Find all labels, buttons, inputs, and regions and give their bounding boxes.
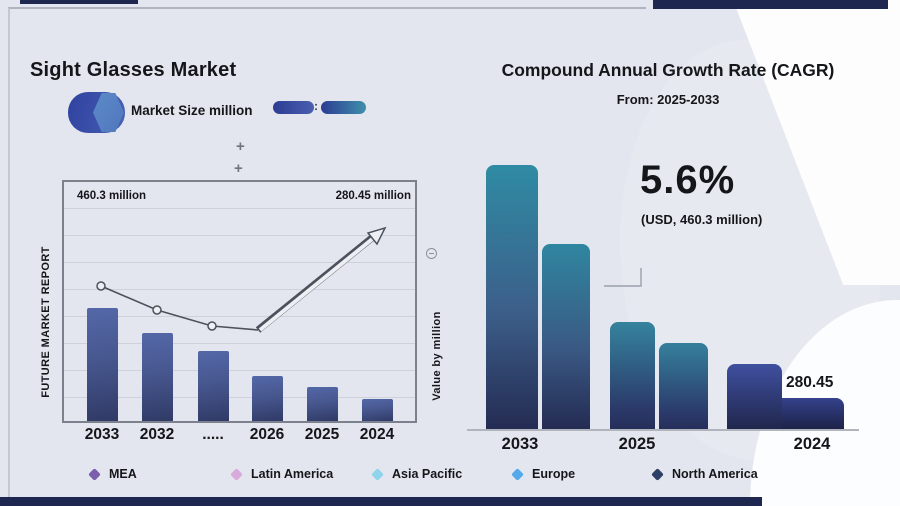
cagr-title-block: Compound Annual Growth Rate (CAGR) From:… [442, 60, 894, 107]
navy-strip-top-left [20, 0, 138, 4]
legend-item-latin-america: Latin America [230, 466, 334, 482]
latin-america-diamond-icon [230, 467, 243, 481]
legend-item-europe: Europe [511, 466, 576, 482]
cylinder-face-icon [93, 93, 124, 132]
y-axis-label-left: FUTURE MARKET REPORT [40, 246, 52, 398]
x-label-2032: 2032 [139, 426, 175, 443]
legend-label-mea: MEA [109, 467, 137, 481]
cagr-x-label-2033: 2033 [501, 435, 539, 453]
y-axis-label-right: Value by million [431, 311, 443, 401]
navy-strip-bottom [0, 497, 762, 506]
cagr-bar-value-label: 280.45 [786, 374, 834, 391]
legend-item-asia-pacific: Asia Pacific [371, 466, 463, 482]
legend-item-north-america: North America [651, 466, 758, 482]
navy-strip-top-right [653, 0, 888, 9]
cagr-value: 5.6% [640, 158, 736, 202]
trend-line-and-arrow [96, 226, 387, 333]
plus-mark-bottom: + [234, 160, 243, 177]
bar-ellipsis [198, 351, 229, 421]
circle-minus-icon [426, 248, 437, 259]
cagr-x-label-2025: 2025 [618, 435, 656, 453]
bar-2026 [252, 376, 283, 421]
legend-label-asia-pacific: Asia Pacific [392, 467, 463, 481]
bar-2024 [362, 399, 393, 421]
market-size-legend-label: Market Size million [131, 103, 253, 118]
x-label-2033: 2033 [84, 426, 120, 443]
page-title: Sight Glasses Market [30, 59, 237, 81]
ratio-separator: : [314, 99, 318, 113]
cylinder-icon [68, 92, 125, 133]
asia-pacific-diamond-icon [371, 467, 384, 481]
cagr-subtitle: From: 2025-2033 [616, 92, 720, 107]
legend-label-latin-america: Latin America [251, 467, 334, 481]
legend-label-north-america: North America [672, 467, 758, 481]
x-label-2025: 2025 [304, 426, 340, 443]
cagr-title: Compound Annual Growth Rate (CAGR) [501, 60, 835, 80]
europe-diamond-icon [511, 467, 524, 481]
content-frame-border [8, 7, 646, 498]
legend-label-europe: Europe [532, 467, 576, 481]
ratio-pill-right [321, 101, 366, 114]
plus-mark-top: + [236, 138, 245, 155]
market-size-chart-panel: 460.3 million 280.45 million [62, 180, 417, 423]
bar-2033 [87, 308, 118, 421]
x-label-ellipsis: ..... [202, 426, 224, 443]
x-label-2026: 2026 [249, 426, 285, 443]
x-label-2024: 2024 [359, 426, 395, 443]
ratio-pill-left [273, 101, 314, 114]
legend-item-mea: MEA [88, 466, 137, 482]
cagr-bar-2024-b [782, 398, 844, 430]
cagr-bar-2033-b [542, 244, 590, 430]
bar-2025 [307, 387, 338, 421]
chart-value-label-2024: 280.45 million [335, 190, 411, 202]
cagr-axis-baseline [467, 429, 859, 431]
cagr-bar-2025-b [659, 343, 708, 430]
cagr-bar-2025-a [610, 322, 655, 430]
cagr-bar-2024-a [727, 364, 782, 430]
mea-diamond-icon [88, 467, 101, 481]
north-america-diamond-icon [651, 467, 664, 481]
cagr-x-label-2024: 2024 [793, 435, 831, 453]
cagr-bar-2033-a [486, 165, 538, 430]
cagr-note: (USD, 460.3 million) [641, 212, 763, 227]
bar-2032 [142, 333, 173, 421]
callout-bracket [604, 268, 642, 287]
chart-value-label-2033: 460.3 million [77, 190, 147, 202]
